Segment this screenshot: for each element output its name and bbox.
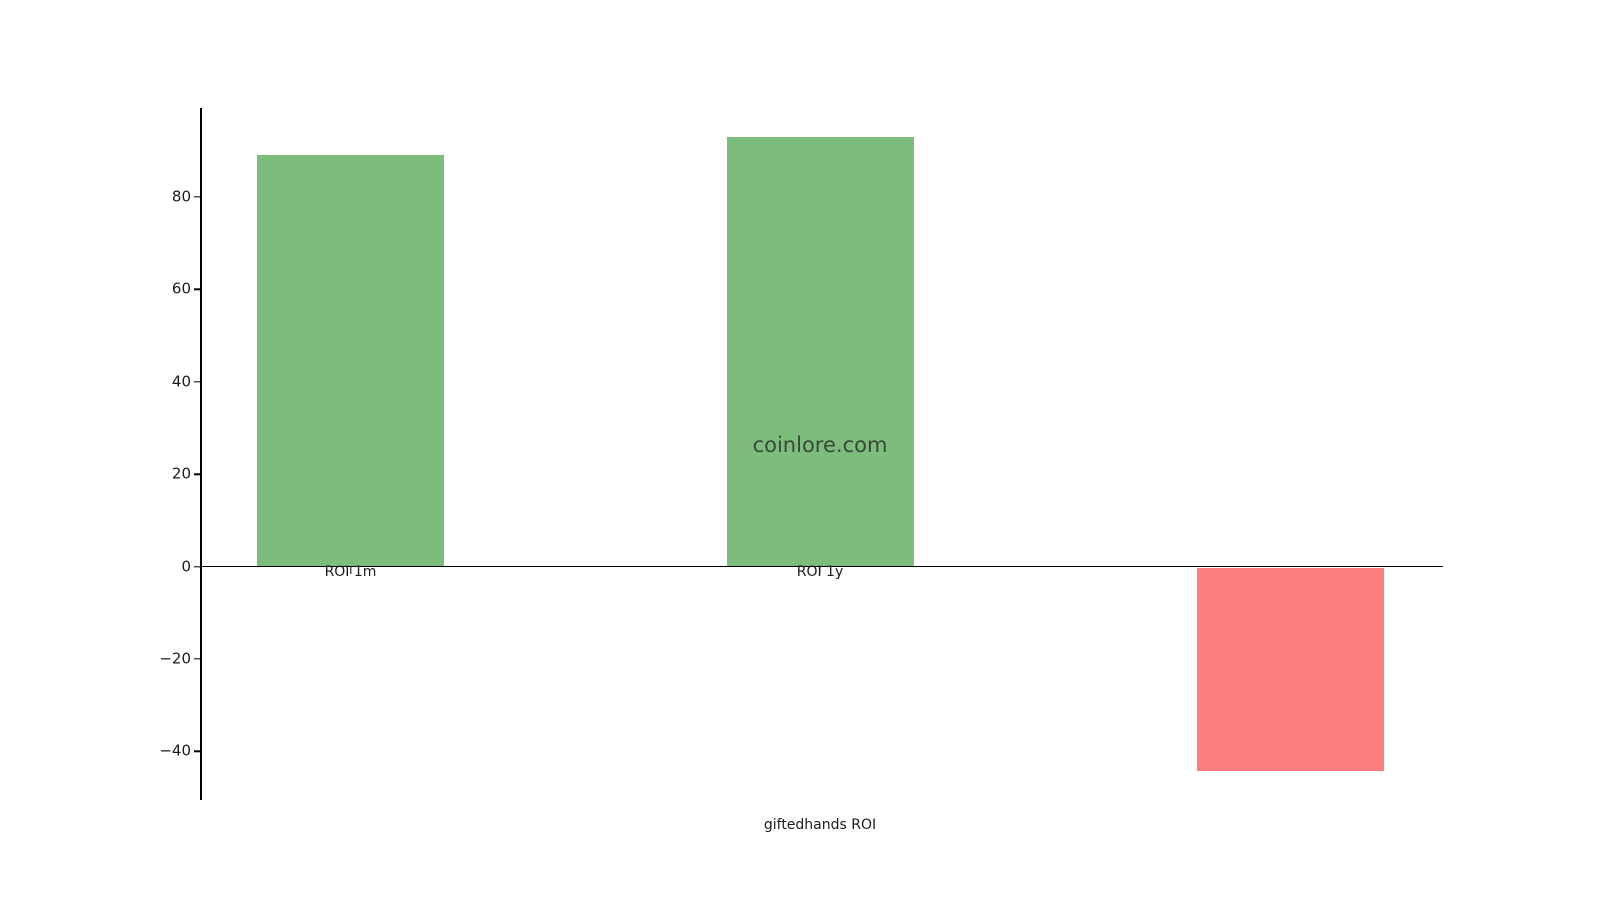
bar-roi-1y [726, 136, 914, 567]
y-tick-label: −20 [159, 649, 191, 668]
y-tick-label: 20 [171, 464, 191, 483]
x-tick-mark [349, 566, 352, 574]
y-tick-label: 60 [171, 279, 191, 298]
x-axis-title: giftedhands ROI [763, 817, 877, 833]
y-tick-mark [194, 565, 201, 568]
x-axis-line [200, 566, 1443, 568]
x-tick-label: ROI 1m [324, 564, 377, 580]
bar-roi-1m [257, 155, 444, 567]
x-tick-mark [819, 566, 821, 574]
bar-unlabeled-2 [1196, 567, 1384, 771]
y-tick-label: 0 [181, 557, 191, 576]
y-tick-mark [194, 750, 201, 753]
y-tick-mark [194, 288, 201, 291]
y-tick-mark [194, 381, 201, 383]
y-tick-mark [194, 658, 201, 660]
y-tick-label: −40 [159, 741, 191, 760]
y-tick-label: 40 [171, 372, 191, 391]
y-tick-mark [194, 196, 201, 198]
watermark: coinlore.com [752, 433, 888, 457]
y-tick-label: 80 [171, 187, 191, 206]
x-tick-label: ROI 1y [796, 564, 844, 580]
y-tick-mark [194, 473, 201, 475]
y-axis-line [200, 108, 202, 800]
